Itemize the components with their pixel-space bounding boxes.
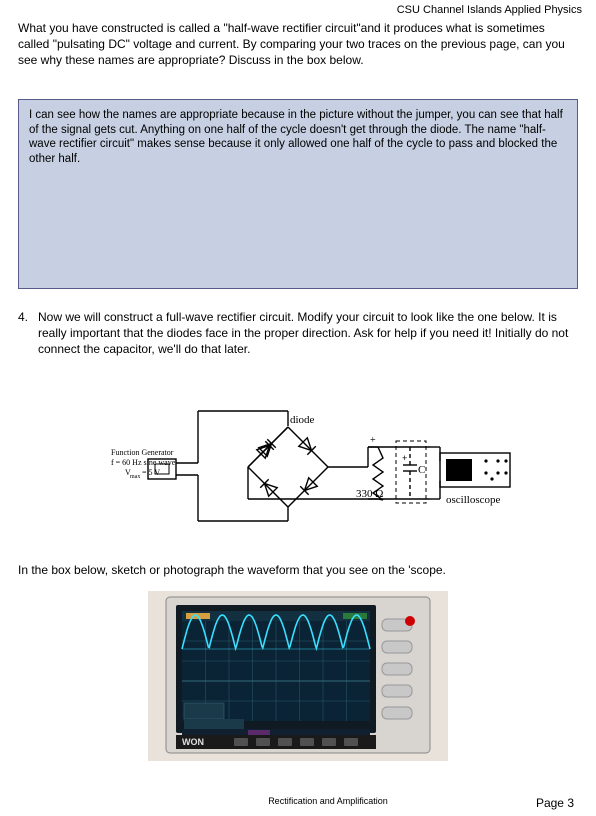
- circuit-diagram-container: Function Generatorf = 60 Hz sine waveVma…: [0, 381, 596, 541]
- footer-title: Rectification and Amplification: [120, 796, 536, 810]
- svg-text:Function Generator: Function Generator: [111, 448, 174, 457]
- oscilloscope-photo: WON: [148, 591, 448, 761]
- question-4: 4. Now we will construct a full-wave rec…: [0, 309, 596, 358]
- svg-text:+: +: [370, 435, 376, 446]
- svg-text:f = 60 Hz sine wave: f = 60 Hz sine wave: [111, 458, 176, 467]
- svg-text:C: C: [418, 464, 425, 476]
- svg-text:oscilloscope: oscilloscope: [446, 494, 500, 506]
- question-text: Now we will construct a full-wave rectif…: [38, 309, 578, 358]
- sketch-instruction: In the box below, sketch or photograph t…: [0, 551, 596, 585]
- student-answer-box[interactable]: I can see how the names are appropriate …: [18, 99, 578, 289]
- intro-paragraph: What you have constructed is called a "h…: [0, 18, 596, 75]
- svg-text:= 5 V: = 5 V: [142, 468, 160, 477]
- page-header: CSU Channel Islands Applied Physics: [0, 0, 596, 18]
- question-number: 4.: [18, 309, 38, 358]
- svg-text:WON: WON: [182, 737, 204, 747]
- circuit-diagram: Function Generatorf = 60 Hz sine waveVma…: [58, 381, 538, 541]
- oscilloscope-photo-container: WON: [0, 591, 596, 761]
- svg-text:max: max: [130, 474, 140, 480]
- svg-text:diode: diode: [290, 414, 315, 426]
- svg-text:330 Ω: 330 Ω: [356, 488, 383, 500]
- page-number: Page 3: [536, 796, 596, 810]
- svg-text:+: +: [402, 453, 407, 463]
- page-footer: Rectification and Amplification Page 3: [0, 796, 596, 810]
